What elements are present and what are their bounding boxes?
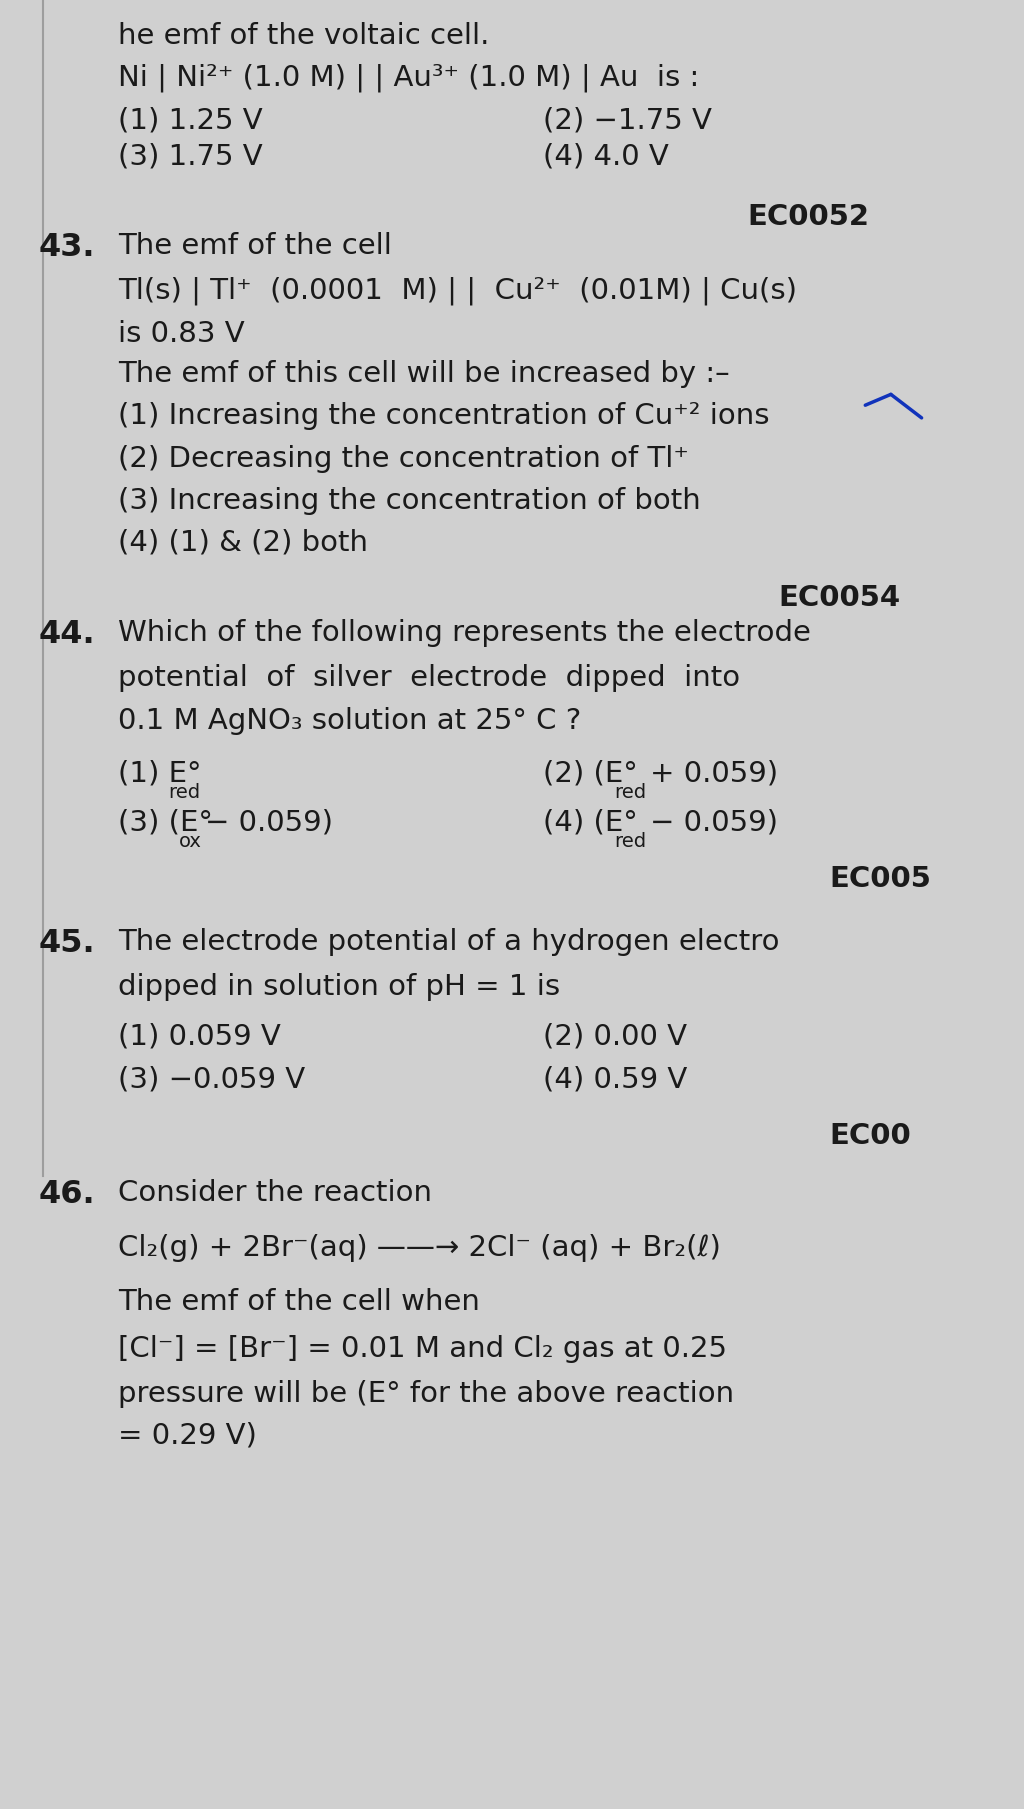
Text: EC0052: EC0052: [748, 203, 869, 230]
Text: Tl(s) | Tl⁺  (0.0001  M) | |  Cu²⁺  (0.01M) | Cu(s): Tl(s) | Tl⁺ (0.0001 M) | | Cu²⁺ (0.01M) …: [118, 277, 797, 306]
Text: Which of the following represents the electrode: Which of the following represents the el…: [118, 619, 811, 646]
Text: red: red: [168, 783, 200, 803]
Text: (1) 1.25 V: (1) 1.25 V: [118, 107, 262, 134]
Text: + 0.059): + 0.059): [650, 760, 778, 787]
Text: dipped in solution of pH = 1 is: dipped in solution of pH = 1 is: [118, 973, 560, 1000]
Text: 46.: 46.: [39, 1179, 95, 1210]
Text: is 0.83 V: is 0.83 V: [118, 320, 245, 347]
Text: [Cl⁻] = [Br⁻] = 0.01 M and Cl₂ gas at 0.25: [Cl⁻] = [Br⁻] = 0.01 M and Cl₂ gas at 0.…: [118, 1335, 727, 1362]
Text: − 0.059): − 0.059): [205, 809, 333, 836]
Text: EC005: EC005: [829, 865, 931, 892]
Text: (2) −1.75 V: (2) −1.75 V: [543, 107, 712, 134]
Text: (3) −0.059 V: (3) −0.059 V: [118, 1066, 305, 1093]
Text: EC00: EC00: [829, 1122, 911, 1149]
Text: 45.: 45.: [39, 928, 95, 959]
Text: (4) 0.59 V: (4) 0.59 V: [543, 1066, 687, 1093]
Text: (4) (E°: (4) (E°: [543, 809, 638, 836]
Text: potential  of  silver  electrode  dipped  into: potential of silver electrode dipped int…: [118, 664, 740, 691]
Text: The electrode potential of a hydrogen electro: The electrode potential of a hydrogen el…: [118, 928, 779, 955]
Text: (4) 4.0 V: (4) 4.0 V: [543, 143, 669, 170]
Text: (2) Decreasing the concentration of Tl⁺: (2) Decreasing the concentration of Tl⁺: [118, 445, 688, 472]
Text: (1) Increasing the concentration of Cu⁺² ions: (1) Increasing the concentration of Cu⁺²…: [118, 402, 769, 429]
Text: Ni | Ni²⁺ (1.0 M) | | Au³⁺ (1.0 M) | Au  is :: Ni | Ni²⁺ (1.0 M) | | Au³⁺ (1.0 M) | Au …: [118, 63, 699, 92]
Text: 44.: 44.: [39, 619, 95, 649]
Text: he emf of the voltaic cell.: he emf of the voltaic cell.: [118, 22, 489, 49]
Text: 0.1 M AgNO₃ solution at 25° C ?: 0.1 M AgNO₃ solution at 25° C ?: [118, 707, 581, 734]
Text: pressure will be (E° for the above reaction: pressure will be (E° for the above react…: [118, 1380, 734, 1407]
Text: The emf of the cell when: The emf of the cell when: [118, 1288, 479, 1315]
Text: (2) 0.00 V: (2) 0.00 V: [543, 1022, 687, 1049]
Text: = 0.29 V): = 0.29 V): [118, 1422, 257, 1449]
Text: (1) E°: (1) E°: [118, 760, 202, 787]
Text: (3) 1.75 V: (3) 1.75 V: [118, 143, 262, 170]
Text: (3) Increasing the concentration of both: (3) Increasing the concentration of both: [118, 487, 700, 514]
Text: (3) (E°: (3) (E°: [118, 809, 213, 836]
Text: The emf of the cell: The emf of the cell: [118, 232, 391, 259]
Text: ox: ox: [179, 832, 202, 852]
Text: (1) 0.059 V: (1) 0.059 V: [118, 1022, 281, 1049]
Text: (4) (1) & (2) both: (4) (1) & (2) both: [118, 528, 368, 555]
Text: − 0.059): − 0.059): [650, 809, 778, 836]
Text: red: red: [614, 783, 646, 803]
Text: (2) (E°: (2) (E°: [543, 760, 638, 787]
Text: 43.: 43.: [39, 232, 95, 262]
Text: Consider the reaction: Consider the reaction: [118, 1179, 432, 1207]
Text: The emf of this cell will be increased by :–: The emf of this cell will be increased b…: [118, 360, 729, 387]
Text: red: red: [614, 832, 646, 852]
Text: Cl₂(g) + 2Br⁻(aq) ——→ 2Cl⁻ (aq) + Br₂(ℓ): Cl₂(g) + 2Br⁻(aq) ——→ 2Cl⁻ (aq) + Br₂(ℓ): [118, 1234, 721, 1261]
Text: EC0054: EC0054: [778, 584, 900, 611]
